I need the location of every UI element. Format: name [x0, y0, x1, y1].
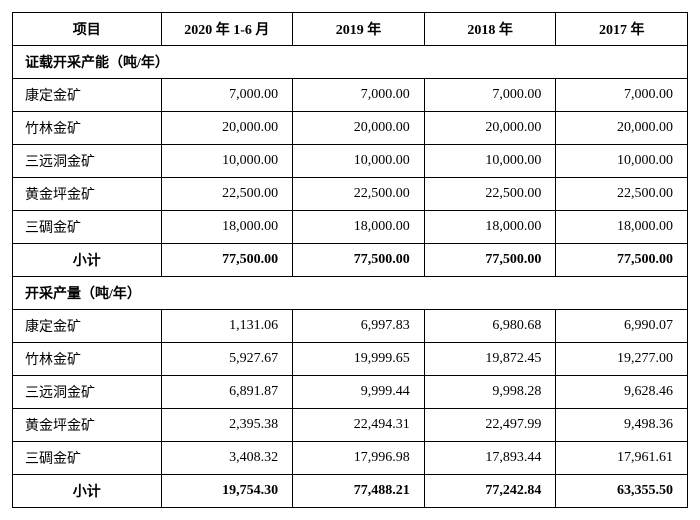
row-label: 康定金矿 [13, 310, 162, 343]
header-period-3: 2017 年 [556, 13, 688, 46]
cell-value: 20,000.00 [161, 112, 293, 145]
row-label: 三远洞金矿 [13, 145, 162, 178]
table-row: 三远洞金矿6,891.879,999.449,998.289,628.46 [13, 376, 688, 409]
table-row: 三远洞金矿10,000.0010,000.0010,000.0010,000.0… [13, 145, 688, 178]
cell-value: 10,000.00 [293, 145, 425, 178]
section-title: 证载开采产能（吨/年） [13, 46, 688, 79]
cell-value: 22,500.00 [161, 178, 293, 211]
cell-value: 9,498.36 [556, 409, 688, 442]
table-row: 三碉金矿3,408.3217,996.9817,893.4417,961.61 [13, 442, 688, 475]
cell-value: 22,497.99 [424, 409, 556, 442]
cell-value: 19,999.65 [293, 343, 425, 376]
section-title: 开采产量（吨/年） [13, 277, 688, 310]
header-item: 项目 [13, 13, 162, 46]
cell-value: 22,500.00 [556, 178, 688, 211]
cell-value: 22,494.31 [293, 409, 425, 442]
row-label: 黄金坪金矿 [13, 178, 162, 211]
row-label: 三碉金矿 [13, 442, 162, 475]
subtotal-label: 小计 [13, 244, 162, 277]
cell-value: 9,628.46 [556, 376, 688, 409]
section-header-row: 开采产量（吨/年） [13, 277, 688, 310]
row-label: 竹林金矿 [13, 112, 162, 145]
row-label: 三碉金矿 [13, 211, 162, 244]
subtotal-row: 小计19,754.3077,488.2177,242.8463,355.50 [13, 475, 688, 508]
cell-value: 2,395.38 [161, 409, 293, 442]
subtotal-value: 77,500.00 [293, 244, 425, 277]
row-label: 三远洞金矿 [13, 376, 162, 409]
table-row: 竹林金矿5,927.6719,999.6519,872.4519,277.00 [13, 343, 688, 376]
cell-value: 19,872.45 [424, 343, 556, 376]
cell-value: 22,500.00 [293, 178, 425, 211]
cell-value: 6,980.68 [424, 310, 556, 343]
header-period-1: 2019 年 [293, 13, 425, 46]
subtotal-value: 63,355.50 [556, 475, 688, 508]
cell-value: 17,996.98 [293, 442, 425, 475]
cell-value: 5,927.67 [161, 343, 293, 376]
cell-value: 7,000.00 [293, 79, 425, 112]
cell-value: 18,000.00 [293, 211, 425, 244]
table-row: 康定金矿1,131.066,997.836,980.686,990.07 [13, 310, 688, 343]
row-label: 竹林金矿 [13, 343, 162, 376]
cell-value: 6,997.83 [293, 310, 425, 343]
cell-value: 10,000.00 [424, 145, 556, 178]
table-row: 黄金坪金矿22,500.0022,500.0022,500.0022,500.0… [13, 178, 688, 211]
cell-value: 9,998.28 [424, 376, 556, 409]
subtotal-value: 77,500.00 [424, 244, 556, 277]
cell-value: 18,000.00 [424, 211, 556, 244]
table-row: 康定金矿7,000.007,000.007,000.007,000.00 [13, 79, 688, 112]
table-row: 竹林金矿20,000.0020,000.0020,000.0020,000.00 [13, 112, 688, 145]
cell-value: 7,000.00 [556, 79, 688, 112]
cell-value: 1,131.06 [161, 310, 293, 343]
table-header-row: 项目 2020 年 1-6 月 2019 年 2018 年 2017 年 [13, 13, 688, 46]
subtotal-label: 小计 [13, 475, 162, 508]
subtotal-value: 77,488.21 [293, 475, 425, 508]
cell-value: 6,891.87 [161, 376, 293, 409]
table-row: 三碉金矿18,000.0018,000.0018,000.0018,000.00 [13, 211, 688, 244]
cell-value: 18,000.00 [161, 211, 293, 244]
section-header-row: 证载开采产能（吨/年） [13, 46, 688, 79]
cell-value: 7,000.00 [424, 79, 556, 112]
cell-value: 22,500.00 [424, 178, 556, 211]
subtotal-row: 小计77,500.0077,500.0077,500.0077,500.00 [13, 244, 688, 277]
cell-value: 20,000.00 [556, 112, 688, 145]
cell-value: 10,000.00 [556, 145, 688, 178]
subtotal-value: 77,500.00 [161, 244, 293, 277]
cell-value: 18,000.00 [556, 211, 688, 244]
cell-value: 7,000.00 [161, 79, 293, 112]
mining-data-table: 项目 2020 年 1-6 月 2019 年 2018 年 2017 年 证载开… [12, 12, 688, 508]
cell-value: 19,277.00 [556, 343, 688, 376]
cell-value: 10,000.00 [161, 145, 293, 178]
subtotal-value: 19,754.30 [161, 475, 293, 508]
header-period-0: 2020 年 1-6 月 [161, 13, 293, 46]
cell-value: 20,000.00 [424, 112, 556, 145]
cell-value: 3,408.32 [161, 442, 293, 475]
cell-value: 9,999.44 [293, 376, 425, 409]
table-body: 证载开采产能（吨/年）康定金矿7,000.007,000.007,000.007… [13, 46, 688, 508]
cell-value: 17,893.44 [424, 442, 556, 475]
row-label: 康定金矿 [13, 79, 162, 112]
subtotal-value: 77,500.00 [556, 244, 688, 277]
cell-value: 17,961.61 [556, 442, 688, 475]
subtotal-value: 77,242.84 [424, 475, 556, 508]
table-row: 黄金坪金矿2,395.3822,494.3122,497.999,498.36 [13, 409, 688, 442]
cell-value: 6,990.07 [556, 310, 688, 343]
row-label: 黄金坪金矿 [13, 409, 162, 442]
header-period-2: 2018 年 [424, 13, 556, 46]
cell-value: 20,000.00 [293, 112, 425, 145]
